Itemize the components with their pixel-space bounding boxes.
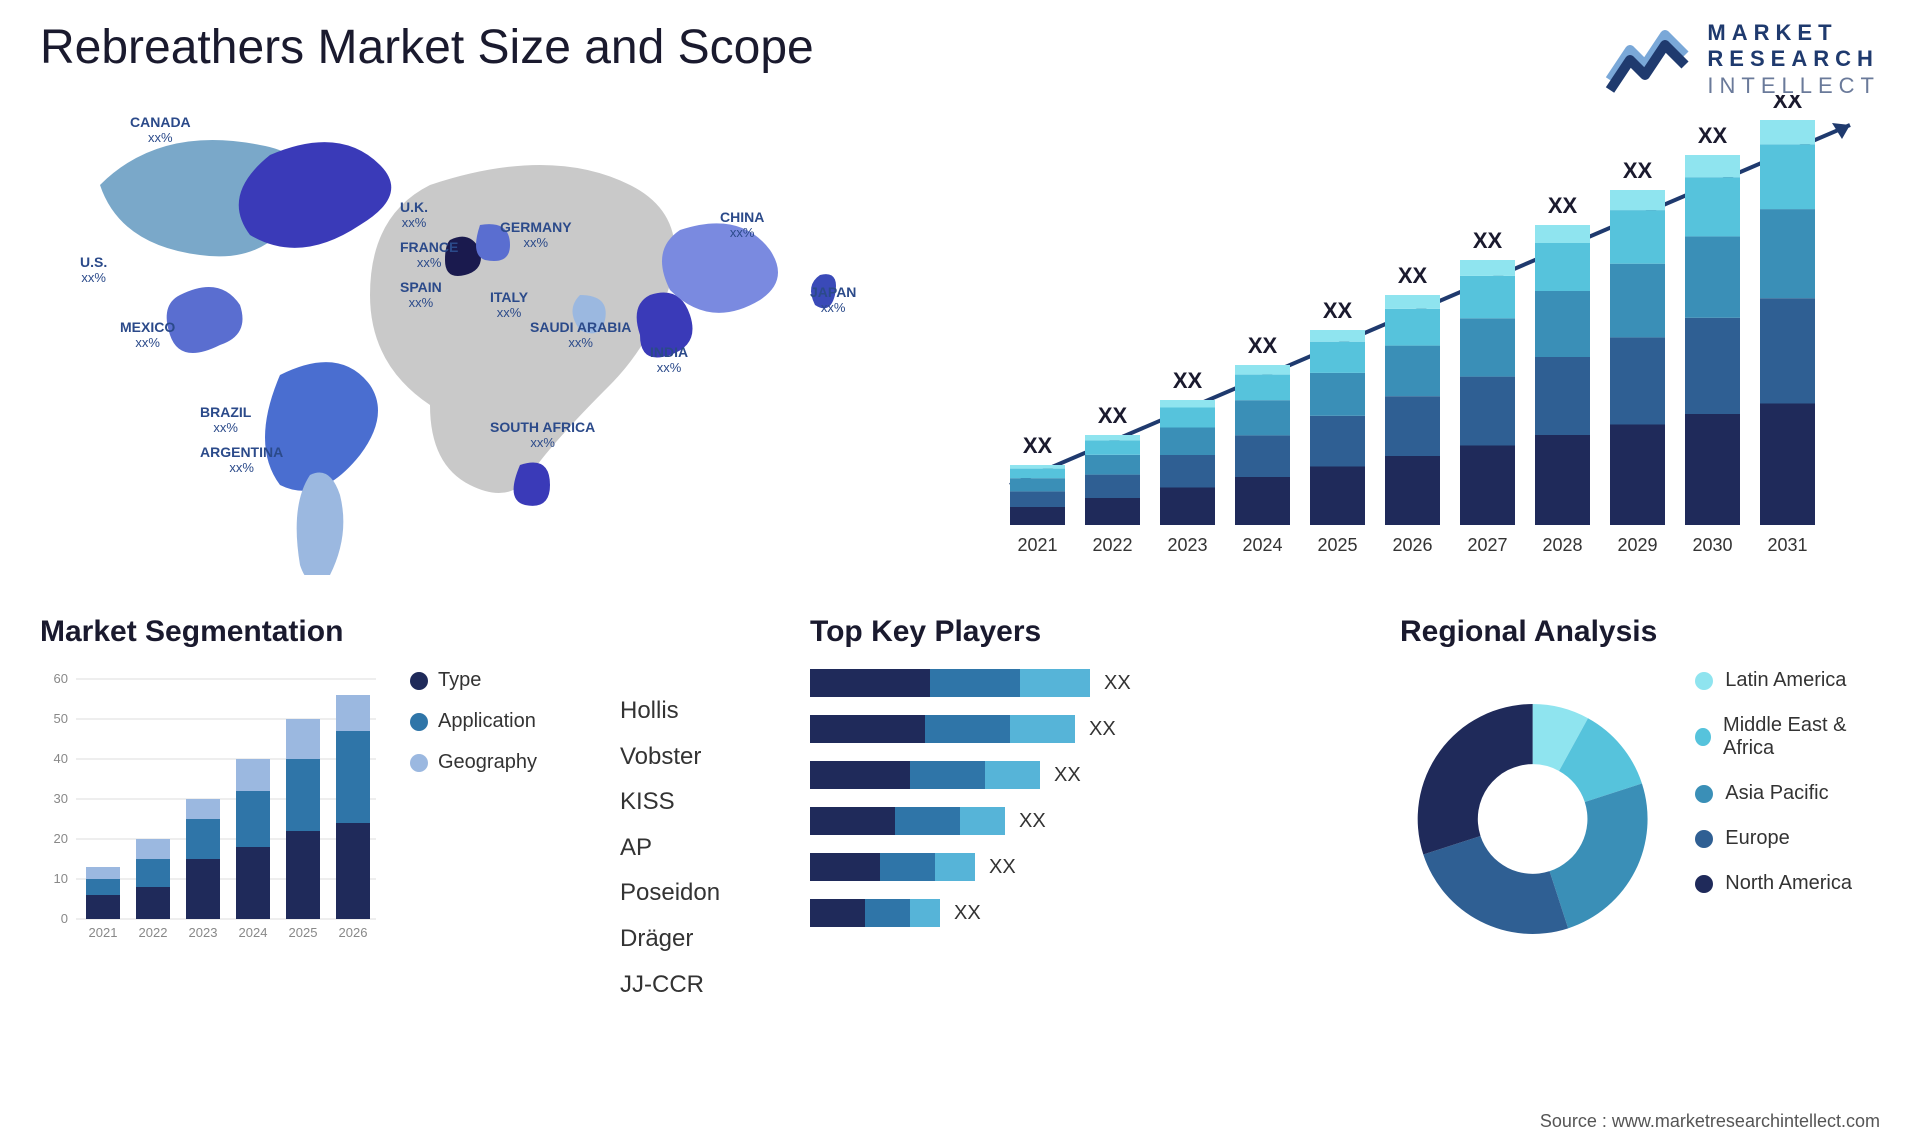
segmentation-legend-item: Type: [410, 669, 537, 692]
svg-text:2026: 2026: [1392, 535, 1432, 555]
player-name: AP: [620, 825, 720, 871]
player-bar-row: XX: [810, 715, 1350, 743]
svg-text:20: 20: [54, 831, 68, 846]
svg-text:XX: XX: [1398, 263, 1428, 288]
svg-text:2030: 2030: [1692, 535, 1732, 555]
player-bar-row: XX: [810, 669, 1350, 697]
svg-text:2029: 2029: [1617, 535, 1657, 555]
regional-legend-item: Europe: [1695, 827, 1880, 850]
growth-bar-chart: XX 2021 XX 2022 XX 2023 XX 2024 XX 2025 XX 2026 XX 20…: [1000, 95, 1880, 575]
regional-legend-item: Latin America: [1695, 669, 1880, 692]
map-label: GERMANYxx%: [500, 220, 572, 251]
segmentation-legend-item: Application: [410, 710, 537, 733]
map-label: ARGENTINAxx%: [200, 445, 283, 476]
map-label: JAPANxx%: [810, 285, 856, 316]
svg-text:XX: XX: [1773, 95, 1803, 113]
world-map-svg: [40, 95, 960, 575]
svg-text:2025: 2025: [289, 925, 318, 940]
player-name: Hollis: [620, 688, 720, 734]
svg-text:10: 10: [54, 871, 68, 886]
map-label: U.S.xx%: [80, 255, 107, 286]
players-bar-chart: XX XX XX XX XX XX: [810, 669, 1350, 927]
player-bar-row: XX: [810, 761, 1350, 789]
page-title: Rebreathers Market Size and Scope: [40, 20, 1880, 75]
svg-text:XX: XX: [1023, 433, 1053, 458]
svg-text:2024: 2024: [1242, 535, 1282, 555]
regional-title: Regional Analysis: [1400, 615, 1880, 649]
svg-text:2021: 2021: [1017, 535, 1057, 555]
map-label: U.K.xx%: [400, 200, 428, 231]
regional-legend: Latin America Middle East & Africa Asia Pa…: [1695, 669, 1880, 917]
svg-text:XX: XX: [1323, 298, 1353, 323]
svg-text:2027: 2027: [1467, 535, 1507, 555]
svg-text:2026: 2026: [339, 925, 368, 940]
player-name: JJ-CCR: [620, 962, 720, 1008]
svg-text:XX: XX: [1473, 228, 1503, 253]
svg-text:XX: XX: [1098, 403, 1128, 428]
segmentation-bar-chart: 0 10 20 30 40 50 60 2021 2022 2023 2024 2025 2026: [40, 669, 380, 949]
map-label: ITALYxx%: [490, 290, 528, 321]
svg-text:2025: 2025: [1317, 535, 1357, 555]
map-label: SPAINxx%: [400, 280, 442, 311]
brand-logo: MARKET RESEARCH INTELLECT: [1605, 20, 1880, 99]
map-label: FRANCExx%: [400, 240, 458, 271]
player-name: Vobster: [620, 734, 720, 780]
map-label: SOUTH AFRICAxx%: [490, 420, 595, 451]
player-bar-row: XX: [810, 899, 1350, 927]
map-label: BRAZILxx%: [200, 405, 251, 436]
regional-donut-chart: [1400, 669, 1665, 969]
svg-text:XX: XX: [1173, 368, 1203, 393]
map-label: MEXICOxx%: [120, 320, 175, 351]
map-label: CANADAxx%: [130, 115, 191, 146]
svg-text:XX: XX: [1623, 158, 1653, 183]
svg-text:2023: 2023: [1167, 535, 1207, 555]
svg-text:XX: XX: [1698, 123, 1728, 148]
svg-text:2021: 2021: [89, 925, 118, 940]
segmentation-legend: Type Application Geography: [410, 669, 537, 949]
logo-mark-icon: [1605, 25, 1695, 95]
regional-legend-item: North America: [1695, 872, 1880, 895]
svg-text:40: 40: [54, 751, 68, 766]
player-bar-row: XX: [810, 853, 1350, 881]
player-name: KISS: [620, 779, 720, 825]
svg-text:2031: 2031: [1767, 535, 1807, 555]
source-attribution: Source : www.marketresearchintellect.com: [1540, 1111, 1880, 1132]
world-map-panel: CANADAxx% U.S.xx% MEXICOxx% BRAZILxx% ARGENT…: [40, 95, 960, 575]
svg-text:2022: 2022: [1092, 535, 1132, 555]
svg-text:50: 50: [54, 711, 68, 726]
brand-line2: RESEARCH: [1707, 46, 1880, 72]
svg-text:2028: 2028: [1542, 535, 1582, 555]
players-title: Top Key Players: [810, 615, 1350, 649]
growth-chart-panel: XX 2021 XX 2022 XX 2023 XX 2024 XX 2025 XX 2026 XX 20…: [1000, 95, 1880, 575]
players-name-list: HollisVobsterKISSAPPoseidonDrägerJJ-CCR: [620, 688, 720, 1007]
map-label: CHINAxx%: [720, 210, 764, 241]
map-label: SAUDI ARABIAxx%: [530, 320, 631, 351]
players-panel: Top Key Players XX XX XX XX XX XX: [810, 615, 1350, 969]
svg-text:0: 0: [61, 911, 68, 926]
segmentation-title: Market Segmentation: [40, 615, 760, 649]
regional-panel: Regional Analysis Latin America Middle Ea…: [1400, 615, 1880, 969]
svg-text:2022: 2022: [139, 925, 168, 940]
player-bar-row: XX: [810, 807, 1350, 835]
svg-text:30: 30: [54, 791, 68, 806]
regional-legend-item: Middle East & Africa: [1695, 714, 1880, 760]
player-name: Poseidon: [620, 870, 720, 916]
svg-text:60: 60: [54, 671, 68, 686]
regional-legend-item: Asia Pacific: [1695, 782, 1880, 805]
player-name: Dräger: [620, 916, 720, 962]
segmentation-legend-item: Geography: [410, 751, 537, 774]
svg-text:XX: XX: [1248, 333, 1278, 358]
svg-text:XX: XX: [1548, 193, 1578, 218]
svg-text:2024: 2024: [239, 925, 268, 940]
brand-line1: MARKET: [1707, 20, 1880, 46]
map-label: INDIAxx%: [650, 345, 688, 376]
svg-text:2023: 2023: [189, 925, 218, 940]
